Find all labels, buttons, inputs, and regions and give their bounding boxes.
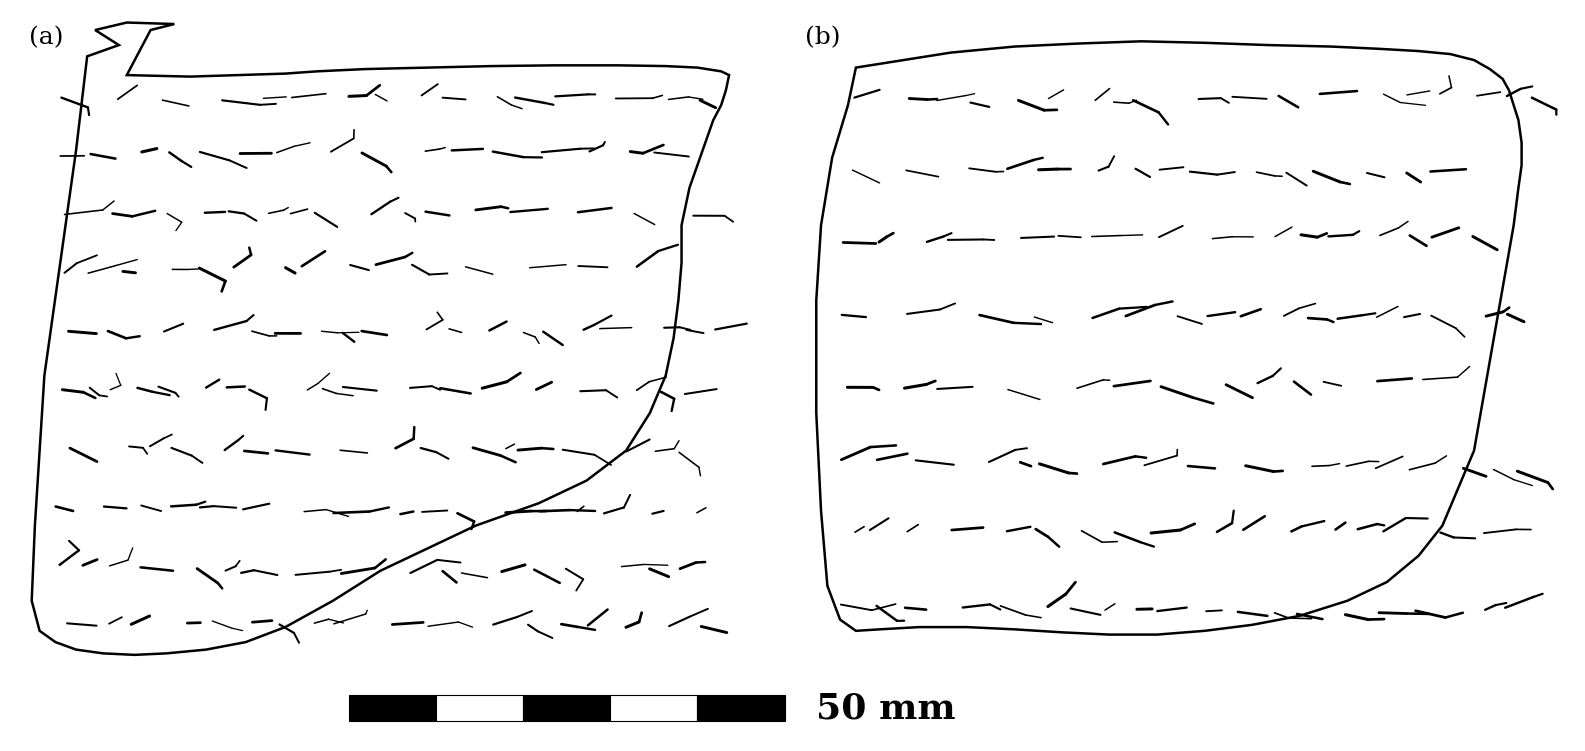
Text: (a): (a) (29, 26, 63, 50)
Text: 50 mm: 50 mm (816, 691, 956, 725)
Bar (523, 695, 610, 721)
Text: (b): (b) (805, 26, 840, 50)
Polygon shape (32, 23, 729, 655)
Bar (349, 695, 436, 721)
Polygon shape (816, 41, 1522, 635)
Bar (697, 695, 785, 721)
Bar (436, 695, 523, 721)
Bar (610, 695, 697, 721)
